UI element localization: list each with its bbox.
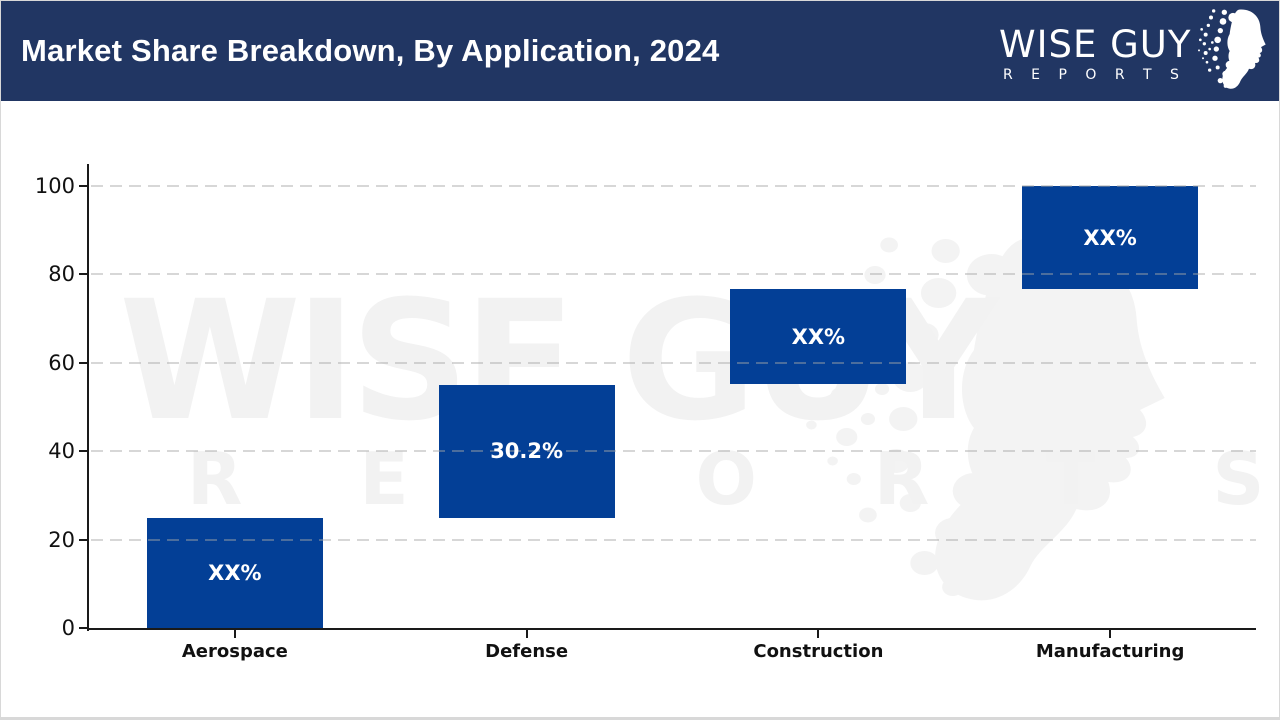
page-title: Market Share Breakdown, By Application, … <box>21 33 720 68</box>
watermark-subtext: R E P O R T S <box>187 437 1280 521</box>
gridline-20 <box>91 538 1256 541</box>
y-tick <box>79 627 87 629</box>
brand-logo: WISE GUY R E P O R T S <box>999 7 1271 99</box>
gridline-80 <box>91 273 1256 276</box>
gridline-60 <box>91 361 1256 364</box>
y-tick <box>79 450 87 453</box>
bar-value-label: XX% <box>208 560 262 585</box>
header-bar: Market Share Breakdown, By Application, … <box>1 1 1279 101</box>
bar-value-label: XX% <box>791 324 846 349</box>
gridline-40 <box>91 450 1256 453</box>
x-category-label: Defense <box>485 641 569 662</box>
x-tick <box>1109 630 1112 638</box>
bar-value-label: 30.2% <box>490 439 564 464</box>
bar-manufacturing <box>1022 186 1199 290</box>
bar-construction <box>730 289 907 385</box>
x-axis-line <box>87 628 1256 630</box>
y-tick-label: 0 <box>61 616 75 640</box>
bar-value-label: XX% <box>1083 225 1137 250</box>
x-category-label: Construction <box>753 641 884 662</box>
y-tick <box>79 361 87 364</box>
bar-aerospace <box>146 517 323 628</box>
x-category-label: Manufacturing <box>1035 641 1185 662</box>
brand-name: WISE GUY <box>999 23 1192 66</box>
x-category-label: Aerospace <box>181 641 288 662</box>
x-tick <box>817 630 820 638</box>
brand-subtitle: R E P O R T S <box>1003 67 1186 83</box>
y-tick-label: 100 <box>34 174 75 199</box>
y-tick <box>79 273 87 276</box>
x-tick <box>525 630 528 638</box>
y-axis-line <box>87 164 89 631</box>
y-tick-label: 40 <box>48 439 75 464</box>
bar-defense <box>438 384 615 518</box>
brand-head-icon <box>1198 9 1266 89</box>
y-tick-label: 60 <box>48 350 75 375</box>
y-tick <box>79 185 87 188</box>
x-tick <box>233 630 236 638</box>
gridline-100 <box>91 185 1256 188</box>
y-tick-label: 20 <box>48 527 75 552</box>
y-tick-label: 80 <box>48 262 75 287</box>
y-tick <box>79 538 87 541</box>
